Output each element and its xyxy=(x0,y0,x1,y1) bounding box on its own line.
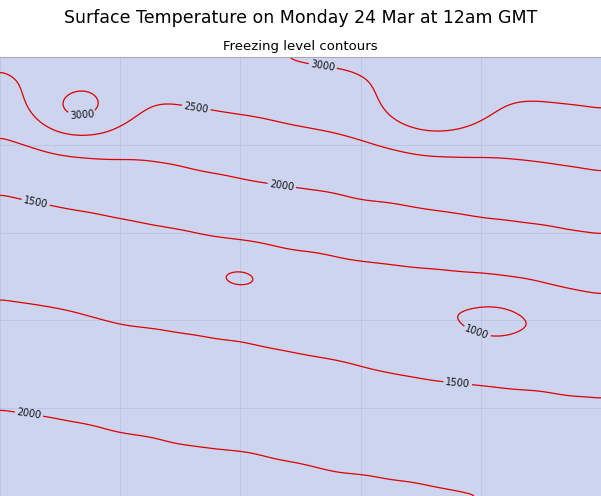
Text: 2000: 2000 xyxy=(16,407,42,421)
Text: Freezing level contours: Freezing level contours xyxy=(223,40,378,53)
Text: 2000: 2000 xyxy=(269,179,294,192)
Text: 3000: 3000 xyxy=(69,110,94,122)
Text: 3000: 3000 xyxy=(310,59,336,73)
Text: Surface Temperature on Monday 24 Mar at 12am GMT: Surface Temperature on Monday 24 Mar at … xyxy=(64,9,537,27)
Text: 2500: 2500 xyxy=(183,101,209,115)
Text: 1500: 1500 xyxy=(23,195,49,210)
Text: 1500: 1500 xyxy=(445,377,471,389)
Text: 1000: 1000 xyxy=(464,324,490,342)
